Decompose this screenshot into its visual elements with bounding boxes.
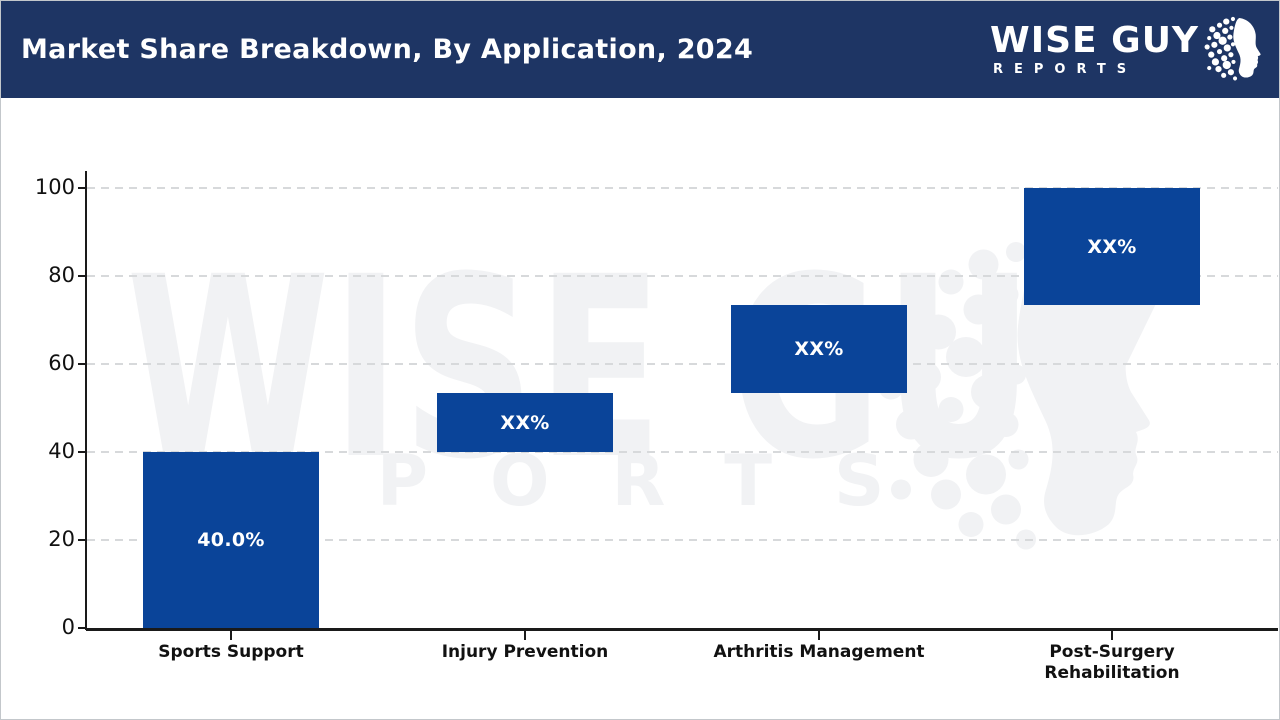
x-axis-category-label: Sports Support [158,642,304,662]
gridline-60 [87,363,1278,365]
gridline-80 [87,275,1278,277]
chart-title: Market Share Breakdown, By Application, … [21,34,754,65]
y-axis-tick-label: 100 [34,175,75,199]
x-axis-line [86,628,1278,631]
face-profile-icon [1204,16,1261,80]
x-axis-category-label: Arthritis Management [713,642,925,662]
x-axis-tick-mark [230,631,232,640]
y-axis-tick-label: 80 [48,263,75,287]
y-axis-tick-label: 20 [48,527,75,551]
y-axis-tick-mark [78,187,86,189]
logo-wordmark: WISE GUY [989,20,1199,61]
x-axis-category-label: Injury Prevention [441,642,609,662]
bar-post-surgery-rehabilitation: XX% [1024,188,1200,306]
x-axis-category-label: Post-Surgery Rehabilitation [1044,642,1180,684]
y-axis-tick-mark [78,539,86,541]
logo-text: WISE GUY REPORTS [989,20,1199,77]
y-axis-tick-mark [78,627,86,629]
y-axis-tick-label: 0 [61,615,75,639]
bar-value-label: XX% [500,411,550,434]
gridline-100 [87,187,1278,189]
y-axis-line [85,171,87,630]
y-axis-tick-label: 40 [48,439,75,463]
x-axis-tick-mark [818,631,820,640]
bar-value-label: XX% [794,338,844,361]
bar-value-label: XX% [1087,235,1137,258]
header-band: Market Share Breakdown, By Application, … [1,1,1279,98]
y-axis-tick-label: 60 [48,351,75,375]
x-axis-tick-mark [524,631,526,640]
logo-subtitle: REPORTS [992,62,1138,77]
bar-value-label: 40.0% [197,529,265,551]
y-axis-tick-mark [78,451,86,453]
bar-sports-support: 40.0% [143,452,319,628]
bar-injury-prevention: XX% [437,393,613,452]
y-axis-tick-mark [78,363,86,365]
y-axis-tick-mark [78,275,86,277]
wise-guy-reports-logo: WISE GUY REPORTS [990,8,1265,92]
gridline-20 [87,539,1278,541]
gridline-40 [87,451,1278,453]
bar-arthritis-management: XX% [731,305,907,394]
x-axis-tick-mark [1111,631,1113,640]
